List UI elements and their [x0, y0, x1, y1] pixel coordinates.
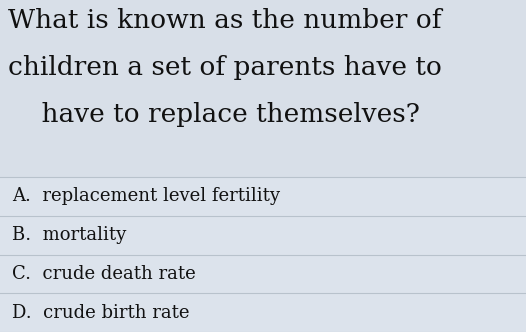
Text: A.  replacement level fertility: A. replacement level fertility: [12, 187, 280, 206]
Text: B.  mortality: B. mortality: [12, 226, 126, 244]
Bar: [0, 177, 526, 216]
Bar: [0, 293, 526, 332]
Text: D.  crude birth rate: D. crude birth rate: [12, 304, 189, 322]
Bar: [0, 216, 526, 255]
Text: C.  crude death rate: C. crude death rate: [12, 265, 196, 283]
Text: children a set of parents have to: children a set of parents have to: [8, 55, 442, 80]
Bar: [0, 255, 526, 293]
Text: What is known as the number of: What is known as the number of: [8, 8, 441, 33]
Text: have to replace themselves?: have to replace themselves?: [8, 102, 420, 127]
